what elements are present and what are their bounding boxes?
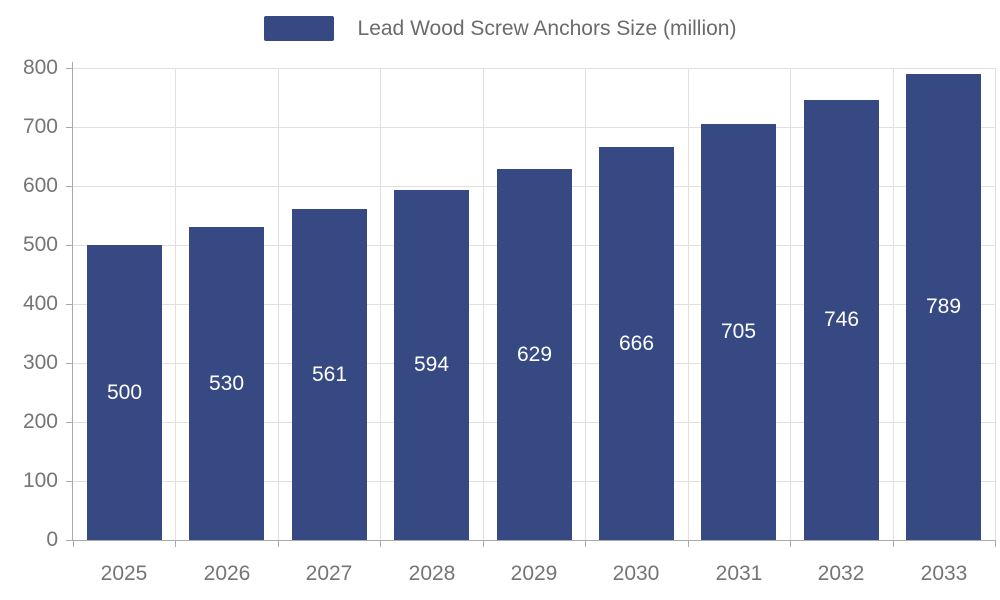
bar-2027[interactable]: 561 — [292, 209, 367, 540]
y-tick-label-200: 200 — [22, 410, 58, 433]
x-tick-8 — [893, 541, 894, 547]
v-gridline-6 — [688, 68, 689, 540]
x-tick-6 — [688, 541, 689, 547]
bar-value-label-2031: 705 — [720, 320, 757, 343]
bar-value-label-2033: 789 — [925, 295, 962, 318]
bar-value-label-2029: 629 — [516, 342, 553, 366]
y-tick-label-500: 500 — [22, 233, 58, 256]
y-tick-label-600: 600 — [22, 174, 58, 197]
y-axis-line — [72, 62, 73, 541]
y-tick-0 — [66, 540, 72, 541]
x-tick-0 — [73, 541, 74, 547]
h-gridline-700 — [73, 127, 995, 128]
bar-2033[interactable]: 789 — [906, 74, 981, 540]
x-tick-3 — [380, 541, 381, 547]
bar-2025[interactable]: 500 — [87, 245, 162, 540]
bar-value-label-2032: 746 — [823, 308, 860, 331]
bar-2029[interactable]: 629 — [497, 169, 572, 540]
bar-value-label-2027: 561 — [311, 362, 348, 386]
y-tick-200 — [66, 422, 72, 423]
bar-2032[interactable]: 746 — [804, 100, 879, 540]
x-axis-line — [72, 540, 996, 541]
y-tick-100 — [66, 481, 72, 482]
v-gridline-1 — [175, 68, 176, 540]
y-tick-400 — [66, 304, 72, 305]
x-tick-label-2033: 2033 — [920, 562, 968, 585]
y-tick-300 — [66, 363, 72, 364]
v-gridline-2 — [278, 68, 279, 540]
x-tick-label-2030: 2030 — [612, 562, 660, 585]
y-tick-label-300: 300 — [22, 351, 58, 374]
x-tick-9 — [995, 541, 996, 547]
v-gridline-3 — [380, 68, 381, 540]
bar-2031[interactable]: 705 — [701, 124, 776, 540]
x-tick-label-2029: 2029 — [510, 562, 558, 585]
x-tick-1 — [175, 541, 176, 547]
v-gridline-9 — [995, 68, 996, 540]
x-tick-7 — [790, 541, 791, 547]
v-gridline-4 — [483, 68, 484, 540]
x-tick-label-2026: 2026 — [203, 562, 251, 585]
y-tick-600 — [66, 186, 72, 187]
v-gridline-7 — [790, 68, 791, 540]
bar-value-label-2030: 666 — [618, 331, 655, 355]
y-tick-500 — [66, 245, 72, 246]
x-tick-label-2027: 2027 — [305, 562, 353, 585]
bar-2026[interactable]: 530 — [189, 227, 264, 540]
legend-label: Lead Wood Screw Anchors Size (million) — [357, 16, 737, 40]
y-tick-800 — [66, 68, 72, 69]
v-gridline-8 — [893, 68, 894, 540]
x-tick-label-2031: 2031 — [715, 562, 763, 585]
legend-swatch — [263, 16, 334, 41]
x-tick-label-2032: 2032 — [817, 562, 865, 585]
x-tick-2 — [278, 541, 279, 547]
bar-value-label-2026: 530 — [208, 371, 245, 395]
h-gridline-800 — [73, 68, 995, 69]
y-tick-label-800: 800 — [22, 56, 58, 79]
x-tick-label-2028: 2028 — [408, 562, 456, 585]
bar-value-label-2025: 500 — [106, 380, 143, 404]
x-tick-4 — [483, 541, 484, 547]
v-gridline-5 — [585, 68, 586, 540]
y-tick-label-100: 100 — [22, 469, 58, 492]
legend[interactable]: Lead Wood Screw Anchors Size (million) — [0, 16, 1000, 41]
x-tick-5 — [585, 541, 586, 547]
y-tick-label-700: 700 — [22, 115, 58, 138]
y-tick-label-400: 400 — [22, 292, 58, 315]
y-tick-700 — [66, 127, 72, 128]
plot-area: 0 100 200 300 400 500 600 700 800 500 2025 530 2026 5… — [23, 56, 996, 585]
x-tick-label-2025: 2025 — [100, 562, 148, 585]
y-tick-label-0: 0 — [46, 528, 58, 551]
bar-value-label-2028: 594 — [413, 353, 450, 376]
bar-2028[interactable]: 594 — [394, 190, 469, 540]
bar-2030[interactable]: 666 — [599, 147, 674, 540]
